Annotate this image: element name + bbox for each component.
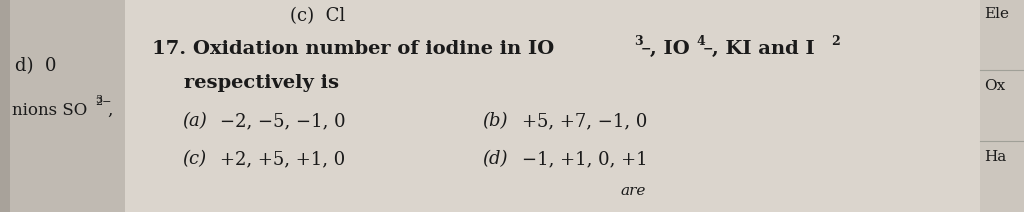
Text: (b): (b)	[482, 112, 508, 130]
FancyBboxPatch shape	[10, 0, 125, 212]
Text: Ox: Ox	[984, 79, 1006, 93]
Text: Ele: Ele	[984, 7, 1009, 21]
Text: (d): (d)	[482, 150, 508, 168]
Text: (c)  Cl: (c) Cl	[290, 7, 345, 25]
FancyBboxPatch shape	[980, 0, 1024, 212]
Text: (c): (c)	[182, 150, 206, 168]
Text: nions SO: nions SO	[12, 102, 87, 119]
Text: +5, +7, −1, 0: +5, +7, −1, 0	[522, 112, 647, 130]
Text: (a): (a)	[182, 112, 207, 130]
Text: respectively is: respectively is	[184, 74, 339, 92]
Text: ,: ,	[106, 102, 113, 119]
FancyBboxPatch shape	[125, 0, 980, 212]
Text: are: are	[620, 184, 645, 198]
Text: , IO: , IO	[650, 40, 690, 58]
Text: −2, −5, −1, 0: −2, −5, −1, 0	[220, 112, 346, 130]
Text: −1, +1, 0, +1: −1, +1, 0, +1	[522, 150, 647, 168]
Text: −: −	[703, 43, 714, 56]
FancyBboxPatch shape	[0, 0, 10, 212]
Text: 3: 3	[634, 35, 643, 48]
Text: 2−: 2−	[95, 97, 112, 107]
Text: 4: 4	[696, 35, 705, 48]
Text: −: −	[641, 43, 651, 56]
Text: , KI and I: , KI and I	[712, 40, 815, 58]
Text: +2, +5, +1, 0: +2, +5, +1, 0	[220, 150, 345, 168]
Text: 17. Oxidation number of iodine in IO: 17. Oxidation number of iodine in IO	[152, 40, 554, 58]
Text: Ha: Ha	[984, 150, 1007, 164]
Text: d)  0: d) 0	[15, 57, 56, 75]
Text: 3: 3	[95, 95, 102, 105]
Text: 2: 2	[831, 35, 840, 48]
